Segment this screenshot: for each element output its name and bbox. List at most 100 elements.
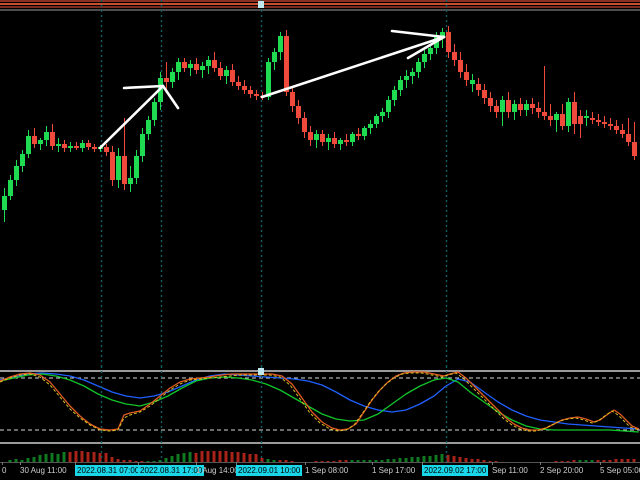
candle-body[interactable] <box>164 78 169 82</box>
candle-body[interactable] <box>554 114 559 120</box>
candle-body[interactable] <box>452 52 457 60</box>
candle-body[interactable] <box>86 143 91 147</box>
candle-body[interactable] <box>68 146 73 148</box>
candle-body[interactable] <box>152 102 157 120</box>
marker-handle[interactable] <box>258 1 264 8</box>
oscillator-pane[interactable] <box>0 366 640 446</box>
candle-body[interactable] <box>614 126 619 130</box>
candle-body[interactable] <box>200 66 205 70</box>
candle-body[interactable] <box>104 147 109 152</box>
candle-body[interactable] <box>506 100 511 112</box>
candle-body[interactable] <box>608 124 613 126</box>
oscillator-canvas[interactable] <box>0 366 640 446</box>
candle-body[interactable] <box>302 118 307 132</box>
candle-body[interactable] <box>194 64 199 70</box>
candle-body[interactable] <box>446 32 451 52</box>
candle-body[interactable] <box>548 116 553 120</box>
candle-body[interactable] <box>404 76 409 80</box>
candle-body[interactable] <box>476 84 481 90</box>
time-label-highlighted[interactable]: 2022.09.01 10:00 <box>236 465 303 476</box>
candle-body[interactable] <box>596 120 601 122</box>
candle-body[interactable] <box>122 156 127 184</box>
candle-body[interactable] <box>500 100 505 112</box>
candle-body[interactable] <box>44 132 49 140</box>
candle-body[interactable] <box>542 112 547 116</box>
candle-body[interactable] <box>584 116 589 118</box>
candle-body[interactable] <box>374 116 379 124</box>
candle-body[interactable] <box>224 70 229 76</box>
candle-body[interactable] <box>488 98 493 106</box>
candle-body[interactable] <box>92 147 97 149</box>
candle-body[interactable] <box>56 144 61 146</box>
candle-body[interactable] <box>140 134 145 156</box>
candle-body[interactable] <box>110 152 115 180</box>
candle-body[interactable] <box>176 62 181 72</box>
candle-body[interactable] <box>350 134 355 142</box>
candle-body[interactable] <box>38 140 43 144</box>
candle-body[interactable] <box>386 100 391 112</box>
price-chart-canvas[interactable] <box>0 0 640 366</box>
candle-body[interactable] <box>314 134 319 140</box>
candle-body[interactable] <box>212 60 217 68</box>
candle-body[interactable] <box>188 64 193 68</box>
candle-body[interactable] <box>344 140 349 142</box>
candle-body[interactable] <box>284 36 289 92</box>
candle-body[interactable] <box>338 140 343 144</box>
candle-body[interactable] <box>320 134 325 142</box>
candle-body[interactable] <box>26 136 31 154</box>
candle-body[interactable] <box>182 62 187 68</box>
time-label-highlighted[interactable]: 2022.08.31 17:00 <box>138 465 205 476</box>
candle-body[interactable] <box>2 196 7 210</box>
candle-body[interactable] <box>620 130 625 134</box>
candle-body[interactable] <box>308 132 313 140</box>
candle-body[interactable] <box>590 118 595 120</box>
candle-body[interactable] <box>494 106 499 112</box>
candle-body[interactable] <box>422 54 427 62</box>
price-chart-pane[interactable] <box>0 0 640 366</box>
candle-body[interactable] <box>632 142 637 156</box>
candle-body[interactable] <box>392 90 397 100</box>
candle-body[interactable] <box>272 52 277 62</box>
candle-body[interactable] <box>134 156 139 178</box>
candle-body[interactable] <box>8 180 13 196</box>
candle-body[interactable] <box>50 132 55 146</box>
candle-body[interactable] <box>380 112 385 116</box>
candle-body[interactable] <box>20 154 25 166</box>
candle-body[interactable] <box>116 156 121 180</box>
candle-body[interactable] <box>266 62 271 97</box>
candle-body[interactable] <box>482 90 487 98</box>
candle-body[interactable] <box>242 86 247 90</box>
candle-body[interactable] <box>278 36 283 52</box>
candle-body[interactable] <box>362 128 367 136</box>
candle-body[interactable] <box>32 136 37 144</box>
candle-body[interactable] <box>524 104 529 110</box>
candle-body[interactable] <box>14 166 19 180</box>
candle-body[interactable] <box>440 32 445 36</box>
candle-body[interactable] <box>626 134 631 142</box>
candle-body[interactable] <box>206 60 211 66</box>
candle-body[interactable] <box>368 124 373 128</box>
candle-body[interactable] <box>398 80 403 90</box>
candle-body[interactable] <box>578 116 583 124</box>
candle-body[interactable] <box>296 106 301 118</box>
candle-body[interactable] <box>230 70 235 82</box>
candle-body[interactable] <box>74 146 79 148</box>
candle-body[interactable] <box>254 94 259 96</box>
candle-body[interactable] <box>62 144 67 148</box>
candle-body[interactable] <box>518 104 523 110</box>
time-axis[interactable]: 0 30 Aug 11:00 2022.08.31 07:00 2022.08.31 … <box>0 462 640 480</box>
candle-body[interactable] <box>602 122 607 124</box>
candle-body[interactable] <box>170 72 175 82</box>
candle-body[interactable] <box>530 104 535 108</box>
candle-body[interactable] <box>326 138 331 142</box>
candle-body[interactable] <box>566 102 571 126</box>
candle-body[interactable] <box>470 80 475 84</box>
candle-body[interactable] <box>458 60 463 72</box>
candle-body[interactable] <box>428 48 433 54</box>
candle-body[interactable] <box>248 90 253 94</box>
candle-body[interactable] <box>146 120 151 134</box>
candle-body[interactable] <box>512 104 517 112</box>
candle-body[interactable] <box>410 72 415 76</box>
candle-body[interactable] <box>464 72 469 80</box>
oscillator-marker-handle[interactable] <box>258 368 264 375</box>
